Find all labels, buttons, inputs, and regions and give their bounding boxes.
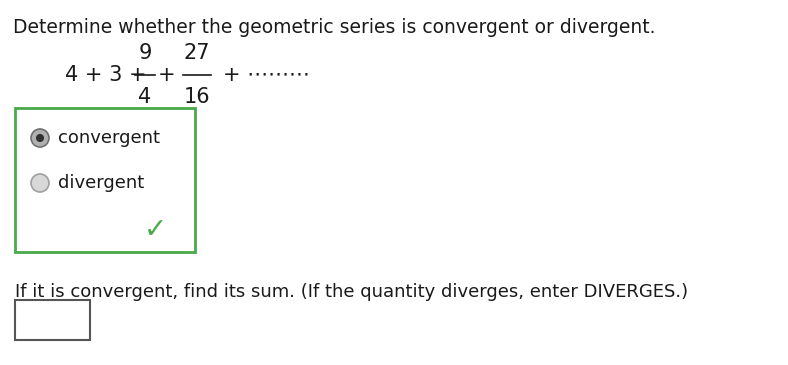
Bar xyxy=(15,108,195,252)
Text: convergent: convergent xyxy=(58,129,160,147)
Bar xyxy=(15,300,90,340)
Text: Determine whether the geometric series is convergent or divergent.: Determine whether the geometric series i… xyxy=(13,18,656,37)
Text: +: + xyxy=(158,65,176,85)
Text: ✓: ✓ xyxy=(143,216,166,244)
Text: + ⋯⋯⋯: + ⋯⋯⋯ xyxy=(223,65,310,85)
Ellipse shape xyxy=(31,174,49,192)
Text: 4 + 3 +: 4 + 3 + xyxy=(65,65,153,85)
Text: If it is convergent, find its sum. (If the quantity diverges, enter DIVERGES.): If it is convergent, find its sum. (If t… xyxy=(15,283,688,301)
Text: 16: 16 xyxy=(184,87,210,107)
Text: 9: 9 xyxy=(139,43,151,63)
Text: 27: 27 xyxy=(184,43,210,63)
Text: 4: 4 xyxy=(139,87,151,107)
Text: divergent: divergent xyxy=(58,174,144,192)
Ellipse shape xyxy=(31,129,49,147)
Ellipse shape xyxy=(36,134,44,142)
